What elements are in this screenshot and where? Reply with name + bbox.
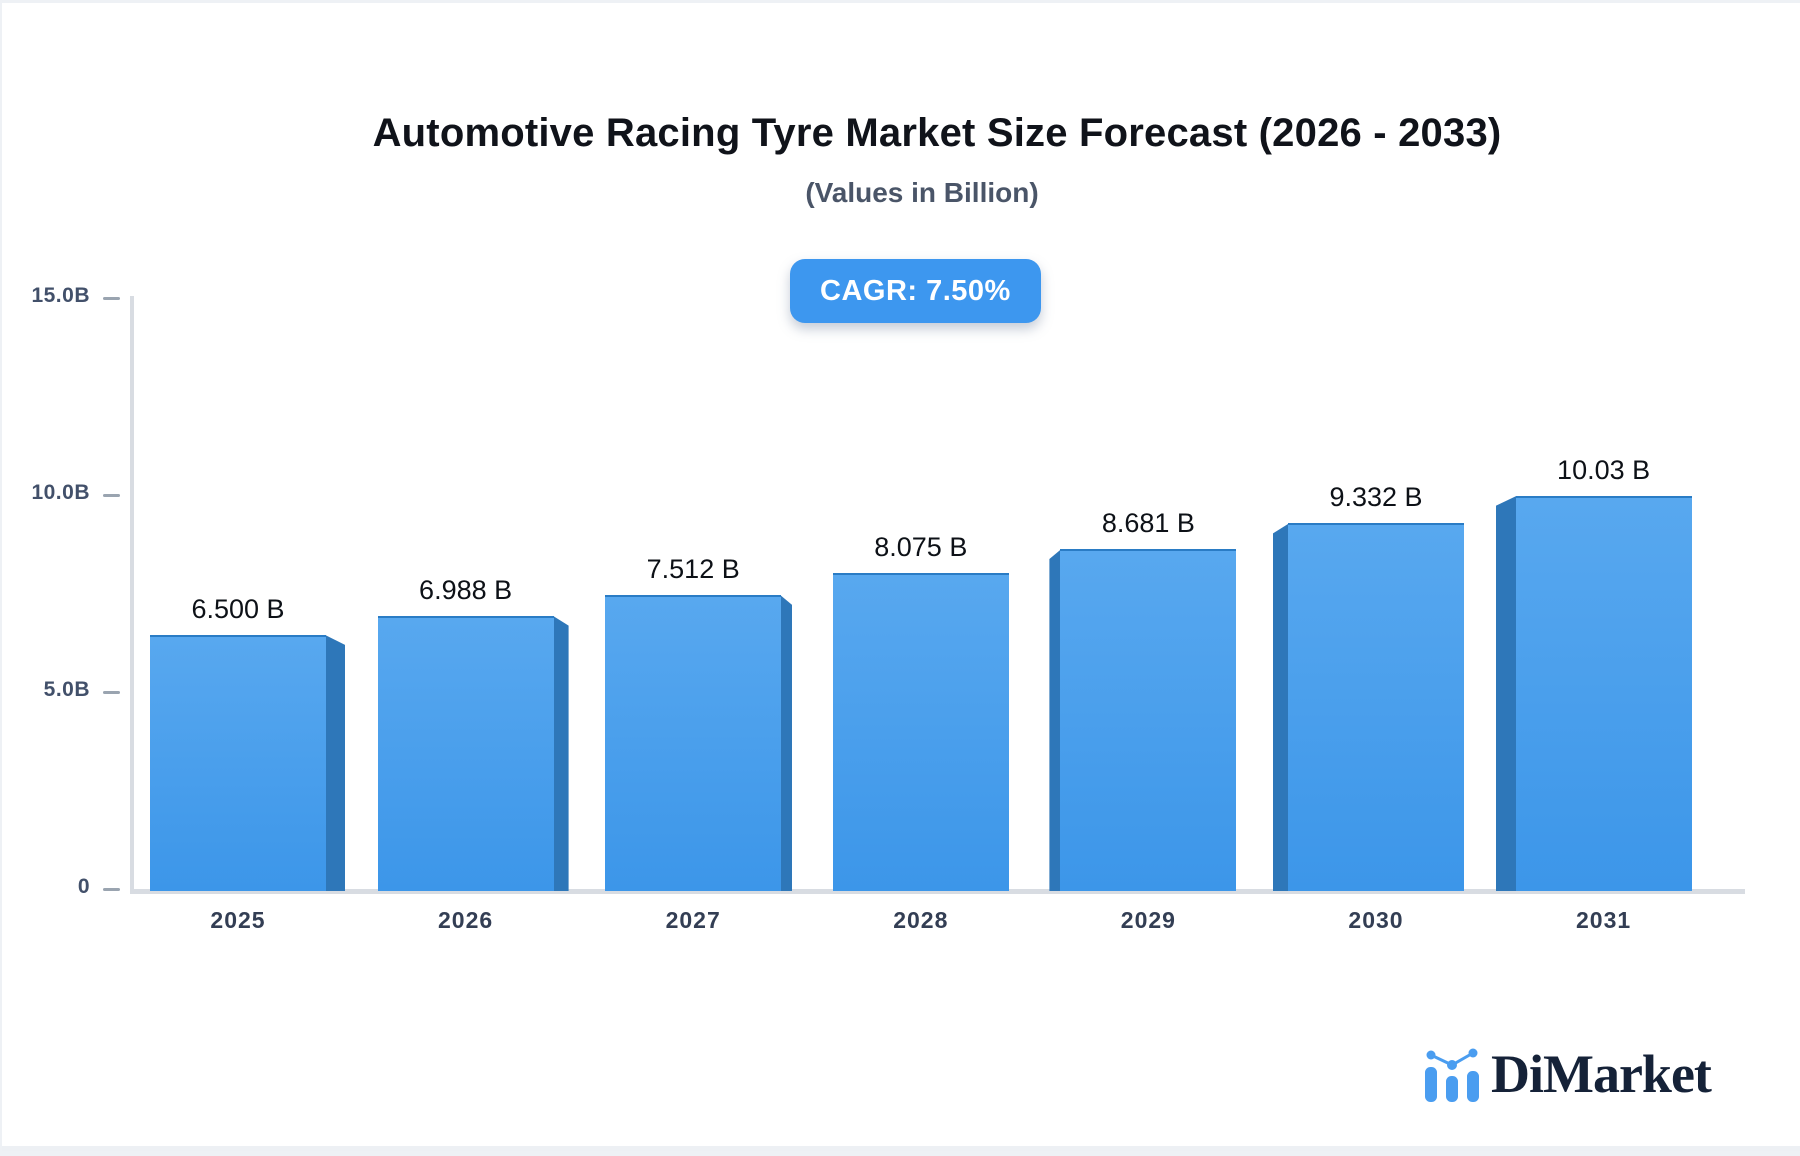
x-axis-line [130, 889, 1745, 894]
y-axis-tick [103, 887, 120, 891]
bar-side [552, 615, 569, 891]
bar[interactable] [832, 572, 1009, 891]
cagr-badge: CAGR: 7.50% [790, 259, 1041, 323]
chart-title: Automotive Racing Tyre Market Size Forec… [372, 111, 1502, 155]
y-axis-tick [103, 493, 120, 497]
bar-value-label: 7.512 B [646, 554, 740, 585]
bar[interactable] [605, 595, 782, 891]
y-axis-tick [103, 690, 120, 694]
bar-value-label: 6.500 B [191, 593, 285, 624]
x-axis-label: 2029 [1120, 907, 1176, 933]
brand-name: DiMarket [1491, 1044, 1712, 1104]
bar-side [1495, 495, 1517, 891]
bar-value-label: 6.988 B [419, 574, 513, 605]
x-axis-label: 2031 [1576, 907, 1632, 933]
bar-side [1273, 523, 1289, 891]
y-axis-label: 10.0B [31, 481, 90, 504]
plot-area: 15.0B 10.0B 5.0B 0 6.500 B 2025 6.988 B 2026 7.5… [2, 3, 1800, 1151]
x-axis-label: 2026 [438, 907, 494, 933]
y-axis-label: 0 [77, 875, 90, 898]
x-axis-label: 2030 [1348, 907, 1404, 933]
bar[interactable] [1060, 548, 1237, 891]
chart-card: Automotive Racing Tyre Market Size Forec… [2, 3, 1800, 1151]
bar[interactable] [1288, 523, 1464, 891]
bar-value-label: 10.03 B [1557, 454, 1651, 485]
bar-side [1049, 548, 1062, 891]
bar-side [780, 595, 793, 891]
x-axis-label: 2025 [210, 907, 266, 933]
x-axis-label: 2027 [665, 907, 721, 933]
bar[interactable] [377, 615, 554, 891]
chart-subtitle: (Values in Billion) [805, 177, 1039, 208]
y-axis-line [130, 296, 134, 894]
bar-side [325, 634, 345, 891]
brand-logo[interactable]: DiMarket [1424, 1044, 1712, 1104]
bar-chart-logo-icon [1425, 1048, 1479, 1102]
y-axis-label: 5.0B [43, 678, 90, 701]
bar[interactable] [1515, 495, 1692, 891]
bar-value-label: 9.332 B [1329, 482, 1423, 513]
bar[interactable] [150, 634, 326, 891]
bar-value-label: 8.075 B [874, 531, 968, 562]
page-edge-strip [2, 1146, 1800, 1151]
y-axis-label: 15.0B [31, 284, 90, 307]
y-axis-tick [103, 296, 120, 300]
x-axis-label: 2028 [893, 907, 949, 933]
bar-value-label: 8.681 B [1101, 507, 1195, 538]
